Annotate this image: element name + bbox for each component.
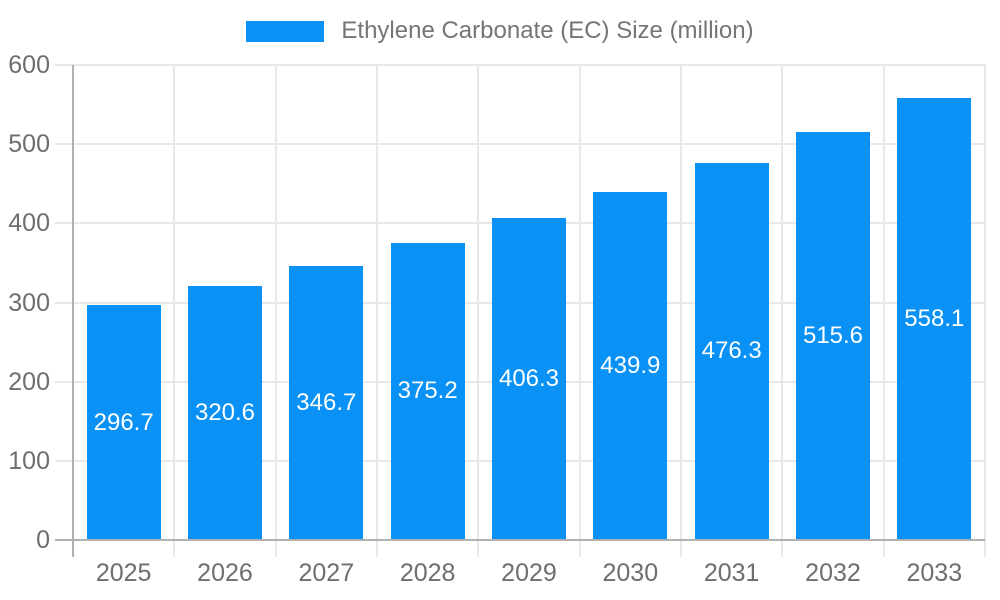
x-tick [578,540,581,557]
bar-value-label: 296.7 [93,408,154,436]
bar-value-label: 406.3 [498,365,560,393]
bar-value-label: 439.9 [600,351,661,379]
legend[interactable]: Ethylene Carbonate (EC) Size (million) [0,17,1000,45]
x-tick-label: 2025 [95,559,152,587]
x-tick-label: 2032 [805,559,861,587]
y-tick-label: 0 [36,526,50,554]
y-tick [55,222,73,225]
x-tick-label: 2031 [703,559,760,587]
x-gridline [984,65,986,540]
x-gridline [376,65,378,540]
x-gridline [274,65,277,540]
y-tick [55,301,73,304]
y-tick [55,64,73,66]
y-tick-label: 600 [8,51,50,79]
y-tick-label: 300 [8,288,50,317]
bar-value-label: 558.1 [904,305,965,333]
x-gridline [781,65,784,540]
bar: 515.6 [796,131,870,540]
x-tick-label: 2027 [298,559,355,587]
bar-value-label: 320.6 [194,399,256,427]
bar: 558.1 [897,98,972,540]
bar: 346.7 [289,265,364,540]
x-tick [781,540,784,557]
y-tick-label: 200 [8,367,50,396]
bar: 439.9 [593,191,668,540]
y-tick-label: 500 [8,130,50,159]
x-tick-label: 2028 [399,559,456,587]
y-tick-label: 400 [8,209,50,238]
bar: 375.2 [390,242,465,540]
bar-value-label: 515.6 [802,321,864,349]
x-tick [477,540,480,557]
legend-label: Ethylene Carbonate (EC) Size (million) [341,17,754,44]
bar: 406.3 [492,218,566,540]
x-tick [274,540,277,557]
x-gridline [882,65,885,540]
y-tick [55,143,73,146]
legend-swatch [246,20,325,42]
x-tick-label: 2030 [602,559,659,587]
bar-value-label: 476.3 [701,337,762,365]
x-tick-label: 2029 [501,559,557,587]
x-tick [680,540,682,557]
y-tick [55,459,73,462]
x-tick [882,540,885,557]
x-gridline [578,65,581,540]
x-tick [984,540,986,557]
y-gridline [73,64,985,66]
x-tick [173,540,176,557]
x-tick-label: 2033 [906,559,963,587]
bar: 296.7 [86,305,161,540]
x-gridline [477,65,480,540]
bar-value-label: 346.7 [296,388,357,416]
x-gridline [173,65,176,540]
x-tick [376,540,378,557]
bar: 320.6 [188,286,262,540]
y-tick-label: 100 [8,446,50,475]
x-tick-label: 2026 [197,559,253,587]
y-gridline [73,143,985,146]
bar-value-label: 375.2 [397,377,458,405]
x-gridline [680,65,682,540]
x-axis-line [55,539,985,541]
y-tick [55,380,73,383]
y-axis-line [72,65,74,557]
bar: 476.3 [694,162,769,540]
